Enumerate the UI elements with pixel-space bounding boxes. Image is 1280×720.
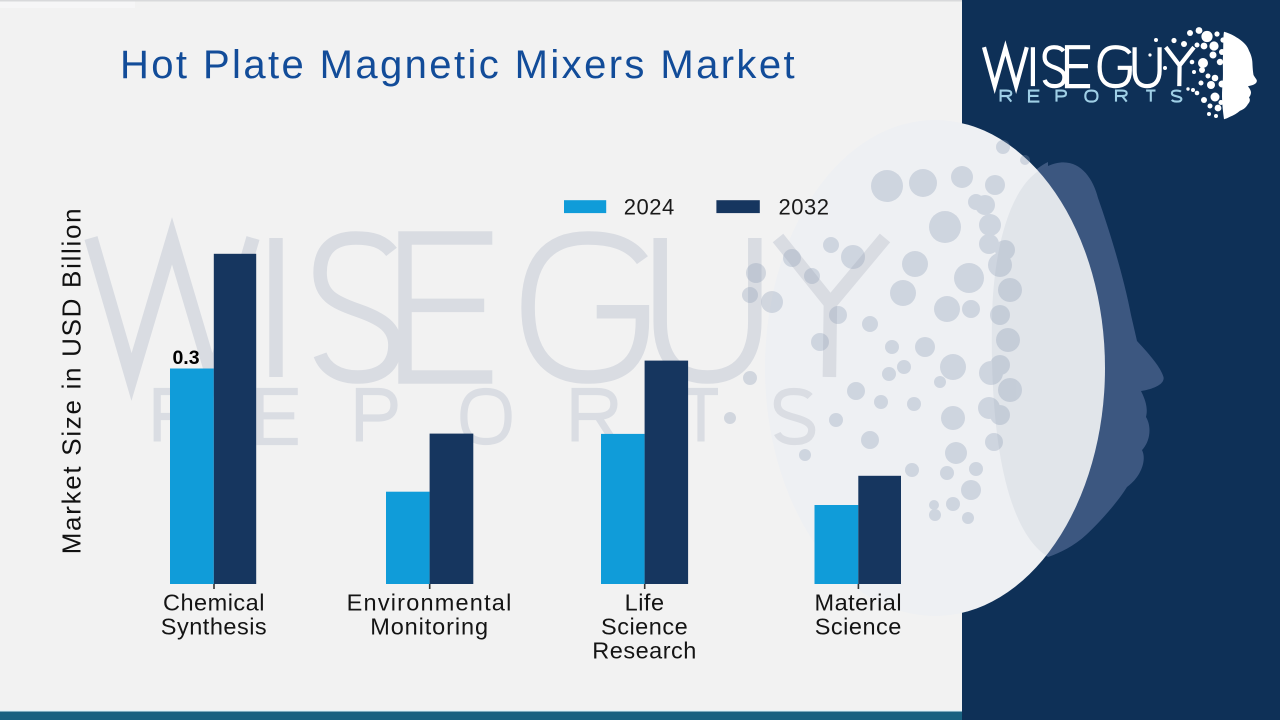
- svg-text:Synthesis: Synthesis: [161, 614, 267, 640]
- svg-text:Chemical: Chemical: [163, 590, 265, 616]
- svg-text:Research: Research: [592, 638, 697, 664]
- svg-text:0.3: 0.3: [172, 347, 199, 369]
- svg-text:Material: Material: [815, 590, 903, 616]
- svg-text:Hot Plate Magnetic Mixers Mark: Hot Plate Magnetic Mixers Market: [120, 43, 797, 87]
- svg-text:Environmental: Environmental: [347, 590, 513, 616]
- svg-text:Science: Science: [815, 614, 902, 640]
- svg-text:2024: 2024: [624, 194, 675, 219]
- svg-text:Monitoring: Monitoring: [370, 614, 489, 640]
- svg-text:Market Size in USD Billion: Market Size in USD Billion: [57, 207, 87, 555]
- svg-text:Life: Life: [625, 590, 665, 616]
- svg-text:2032: 2032: [779, 194, 830, 219]
- svg-text:Science: Science: [601, 614, 688, 640]
